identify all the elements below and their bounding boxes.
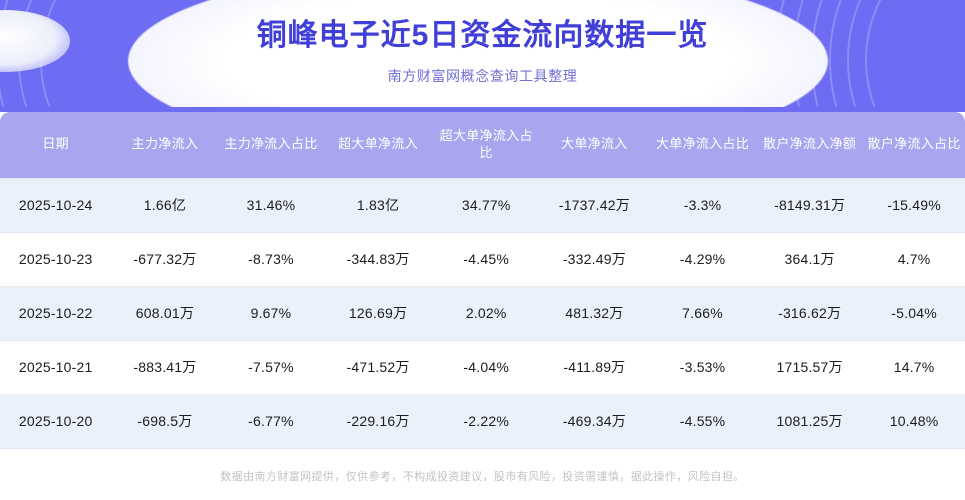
cell-lg-inflow: -332.49万	[539, 232, 649, 287]
column-header-xl-inflow[interactable]: 超大单净流入	[323, 112, 433, 178]
page-title: 铜峰电子近5日资金流向数据一览	[256, 19, 709, 52]
table-row: 2025-10-22 608.01万 9.67% 126.69万 2.02% 4…	[0, 285, 965, 341]
cell-xl-inflow: -344.83万	[323, 232, 433, 287]
banner-bottom-strip	[0, 107, 965, 112]
cell-retail-pct: 10.48%	[863, 393, 965, 449]
column-header-date[interactable]: 日期	[0, 112, 112, 178]
table-row: 2025-10-23 -677.32万 -8.73% -344.83万 -4.4…	[0, 232, 965, 287]
cell-xl-inflow: 1.83亿	[323, 177, 433, 233]
page-footer: 数据由南方财富网提供，仅供参考，不构成投资建议，股市有风险，投资需谨慎，据此操作…	[0, 452, 965, 500]
cell-retail-amount: 1715.57万	[756, 340, 864, 395]
cell-lg-inflow: 481.32万	[539, 285, 649, 341]
cell-retail-pct: 4.7%	[863, 232, 965, 287]
cell-main-inflow: -677.32万	[111, 232, 219, 287]
page-subtitle: 南方财富网概念查询工具整理	[387, 67, 578, 84]
column-header-retail-amount[interactable]: 散户净流入净额	[756, 112, 864, 178]
banner-light-ellipse	[128, 0, 828, 112]
cell-date: 2025-10-24	[0, 177, 112, 233]
cell-main-inflow: 608.01万	[111, 285, 219, 341]
cell-xl-inflow: 126.69万	[323, 285, 433, 341]
cell-xl-inflow-pct: 2.02%	[432, 285, 540, 341]
cell-xl-inflow: -471.52万	[323, 340, 433, 395]
cell-lg-inflow-pct: 7.66%	[648, 285, 757, 341]
cell-retail-amount: 364.1万	[756, 232, 864, 287]
column-header-lg-inflow[interactable]: 大单净流入	[539, 112, 649, 178]
cell-main-inflow: -698.5万	[111, 393, 219, 449]
cell-main-inflow-pct: -6.77%	[218, 393, 324, 449]
column-header-lg-inflow-pct[interactable]: 大单净流入占比	[648, 112, 757, 178]
column-header-main-inflow[interactable]: 主力净流入	[111, 112, 219, 178]
cell-lg-inflow-pct: -4.55%	[648, 393, 757, 449]
table-header-row: 日期 主力净流入 主力净流入占比 超大单净流入 超大单净流入占比 大单净流入 大…	[0, 112, 965, 178]
column-header-retail-pct[interactable]: 散户净流入占比	[863, 112, 965, 178]
cell-main-inflow-pct: 9.67%	[218, 285, 324, 341]
fund-flow-table-container: 南方财富网 southmoney.com 日期 主力净流入 主力净流入占比 超大…	[0, 112, 965, 452]
table-row: 2025-10-24 1.66亿 31.46% 1.83亿 34.77% -17…	[0, 177, 965, 233]
cell-date: 2025-10-20	[0, 393, 112, 449]
table-row: 2025-10-20 -698.5万 -6.77% -229.16万 -2.22…	[0, 393, 965, 449]
column-header-xl-inflow-pct[interactable]: 超大单净流入占比	[432, 112, 540, 178]
cell-retail-amount: -8149.31万	[756, 177, 864, 233]
cell-lg-inflow: -469.34万	[539, 393, 649, 449]
cell-date: 2025-10-22	[0, 285, 112, 341]
cell-date: 2025-10-21	[0, 340, 112, 395]
page-header-banner: 铜峰电子近5日资金流向数据一览 南方财富网概念查询工具整理	[0, 0, 965, 112]
cell-retail-pct: -15.49%	[863, 177, 965, 233]
cell-xl-inflow-pct: -2.22%	[432, 393, 540, 449]
cell-xl-inflow-pct: -4.04%	[432, 340, 540, 395]
cell-main-inflow-pct: -8.73%	[218, 232, 324, 287]
cell-lg-inflow-pct: -3.3%	[648, 177, 757, 233]
cell-main-inflow: -883.41万	[111, 340, 219, 395]
cell-retail-pct: 14.7%	[863, 340, 965, 395]
cell-xl-inflow-pct: 34.77%	[432, 177, 540, 233]
table-row: 2025-10-21 -883.41万 -7.57% -471.52万 -4.0…	[0, 340, 965, 395]
cell-xl-inflow-pct: -4.45%	[432, 232, 540, 287]
column-header-main-inflow-pct[interactable]: 主力净流入占比	[218, 112, 324, 178]
cell-lg-inflow: -411.89万	[539, 340, 649, 395]
fund-flow-table: 日期 主力净流入 主力净流入占比 超大单净流入 超大单净流入占比 大单净流入 大…	[0, 112, 965, 449]
cell-retail-amount: -316.62万	[756, 285, 864, 341]
cell-xl-inflow: -229.16万	[323, 393, 433, 449]
cell-lg-inflow: -1737.42万	[539, 177, 649, 233]
cell-main-inflow-pct: -7.57%	[218, 340, 324, 395]
disclaimer-text: 数据由南方财富网提供，仅供参考，不构成投资建议，股市有风险，投资需谨慎，据此操作…	[220, 471, 745, 483]
cell-lg-inflow-pct: -3.53%	[648, 340, 757, 395]
cell-retail-amount: 1081.25万	[756, 393, 864, 449]
cell-date: 2025-10-23	[0, 232, 112, 287]
cell-lg-inflow-pct: -4.29%	[648, 232, 757, 287]
cell-main-inflow-pct: 31.46%	[218, 177, 324, 233]
cell-retail-pct: -5.04%	[863, 285, 965, 341]
cell-main-inflow: 1.66亿	[111, 177, 219, 233]
